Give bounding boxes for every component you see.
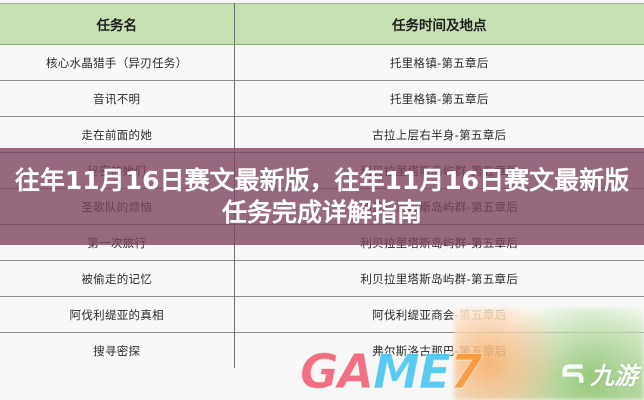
cell-quest-location: 古拉上层右半身-第五章后 [234,116,644,153]
banner-title-text: 往年11月16日赛文最新版，往年11月16日赛文最新版任务完成详解指南 [14,165,630,227]
table-row: 走在前面的她 古拉上层右半身-第五章后 [0,116,644,153]
cell-quest-location: 利贝拉里塔斯岛屿群-第五章后 [234,260,644,297]
game7-letter: A [337,345,374,400]
cell-quest-location: 阿伐利缇亚商会-第五章后 [234,296,644,333]
cell-quest-name: 被偷走的记忆 [0,260,235,297]
cell-quest-name: 阿伐利缇亚的真相 [0,296,235,333]
game7-letter: E [418,345,451,400]
cell-quest-name: 搜寻密探 [0,332,235,368]
game7-letter: M [372,345,420,400]
table-header: 任务名 任务时间及地点 [0,3,644,45]
table-row: 核心水晶猎手（异刃任务） 托里格镇-第五章后 [0,44,644,81]
cell-quest-name: 核心水晶猎手（异刃任务） [0,44,235,81]
jiuyou-text: 九游 [590,362,638,390]
table-row: 音讯不明 托里格镇-第五章后 [0,80,644,117]
cell-quest-name: 走在前面的她 [0,116,235,153]
cell-quest-location: 托里格镇-第五章后 [234,80,644,117]
table-header-row: 任务名 任务时间及地点 [0,3,644,45]
game7-watermark: GAME7 [300,349,484,397]
table-row: 阿伐利缇亚的真相 阿伐利缇亚商会-第五章后 [0,296,644,333]
game7-letter: G [300,345,340,400]
game7-letter: 7 [449,345,483,400]
jiuyou-watermark: 九游 [559,360,638,392]
cell-quest-location: 托里格镇-第五章后 [234,44,644,81]
jiuyou-logo-icon [559,360,587,392]
column-header-quest-location: 任务时间及地点 [234,3,644,45]
cell-quest-name: 音讯不明 [0,80,235,117]
column-header-quest-name: 任务名 [0,3,235,45]
table-row: 被偷走的记忆 利贝拉里塔斯岛屿群-第五章后 [0,260,644,297]
